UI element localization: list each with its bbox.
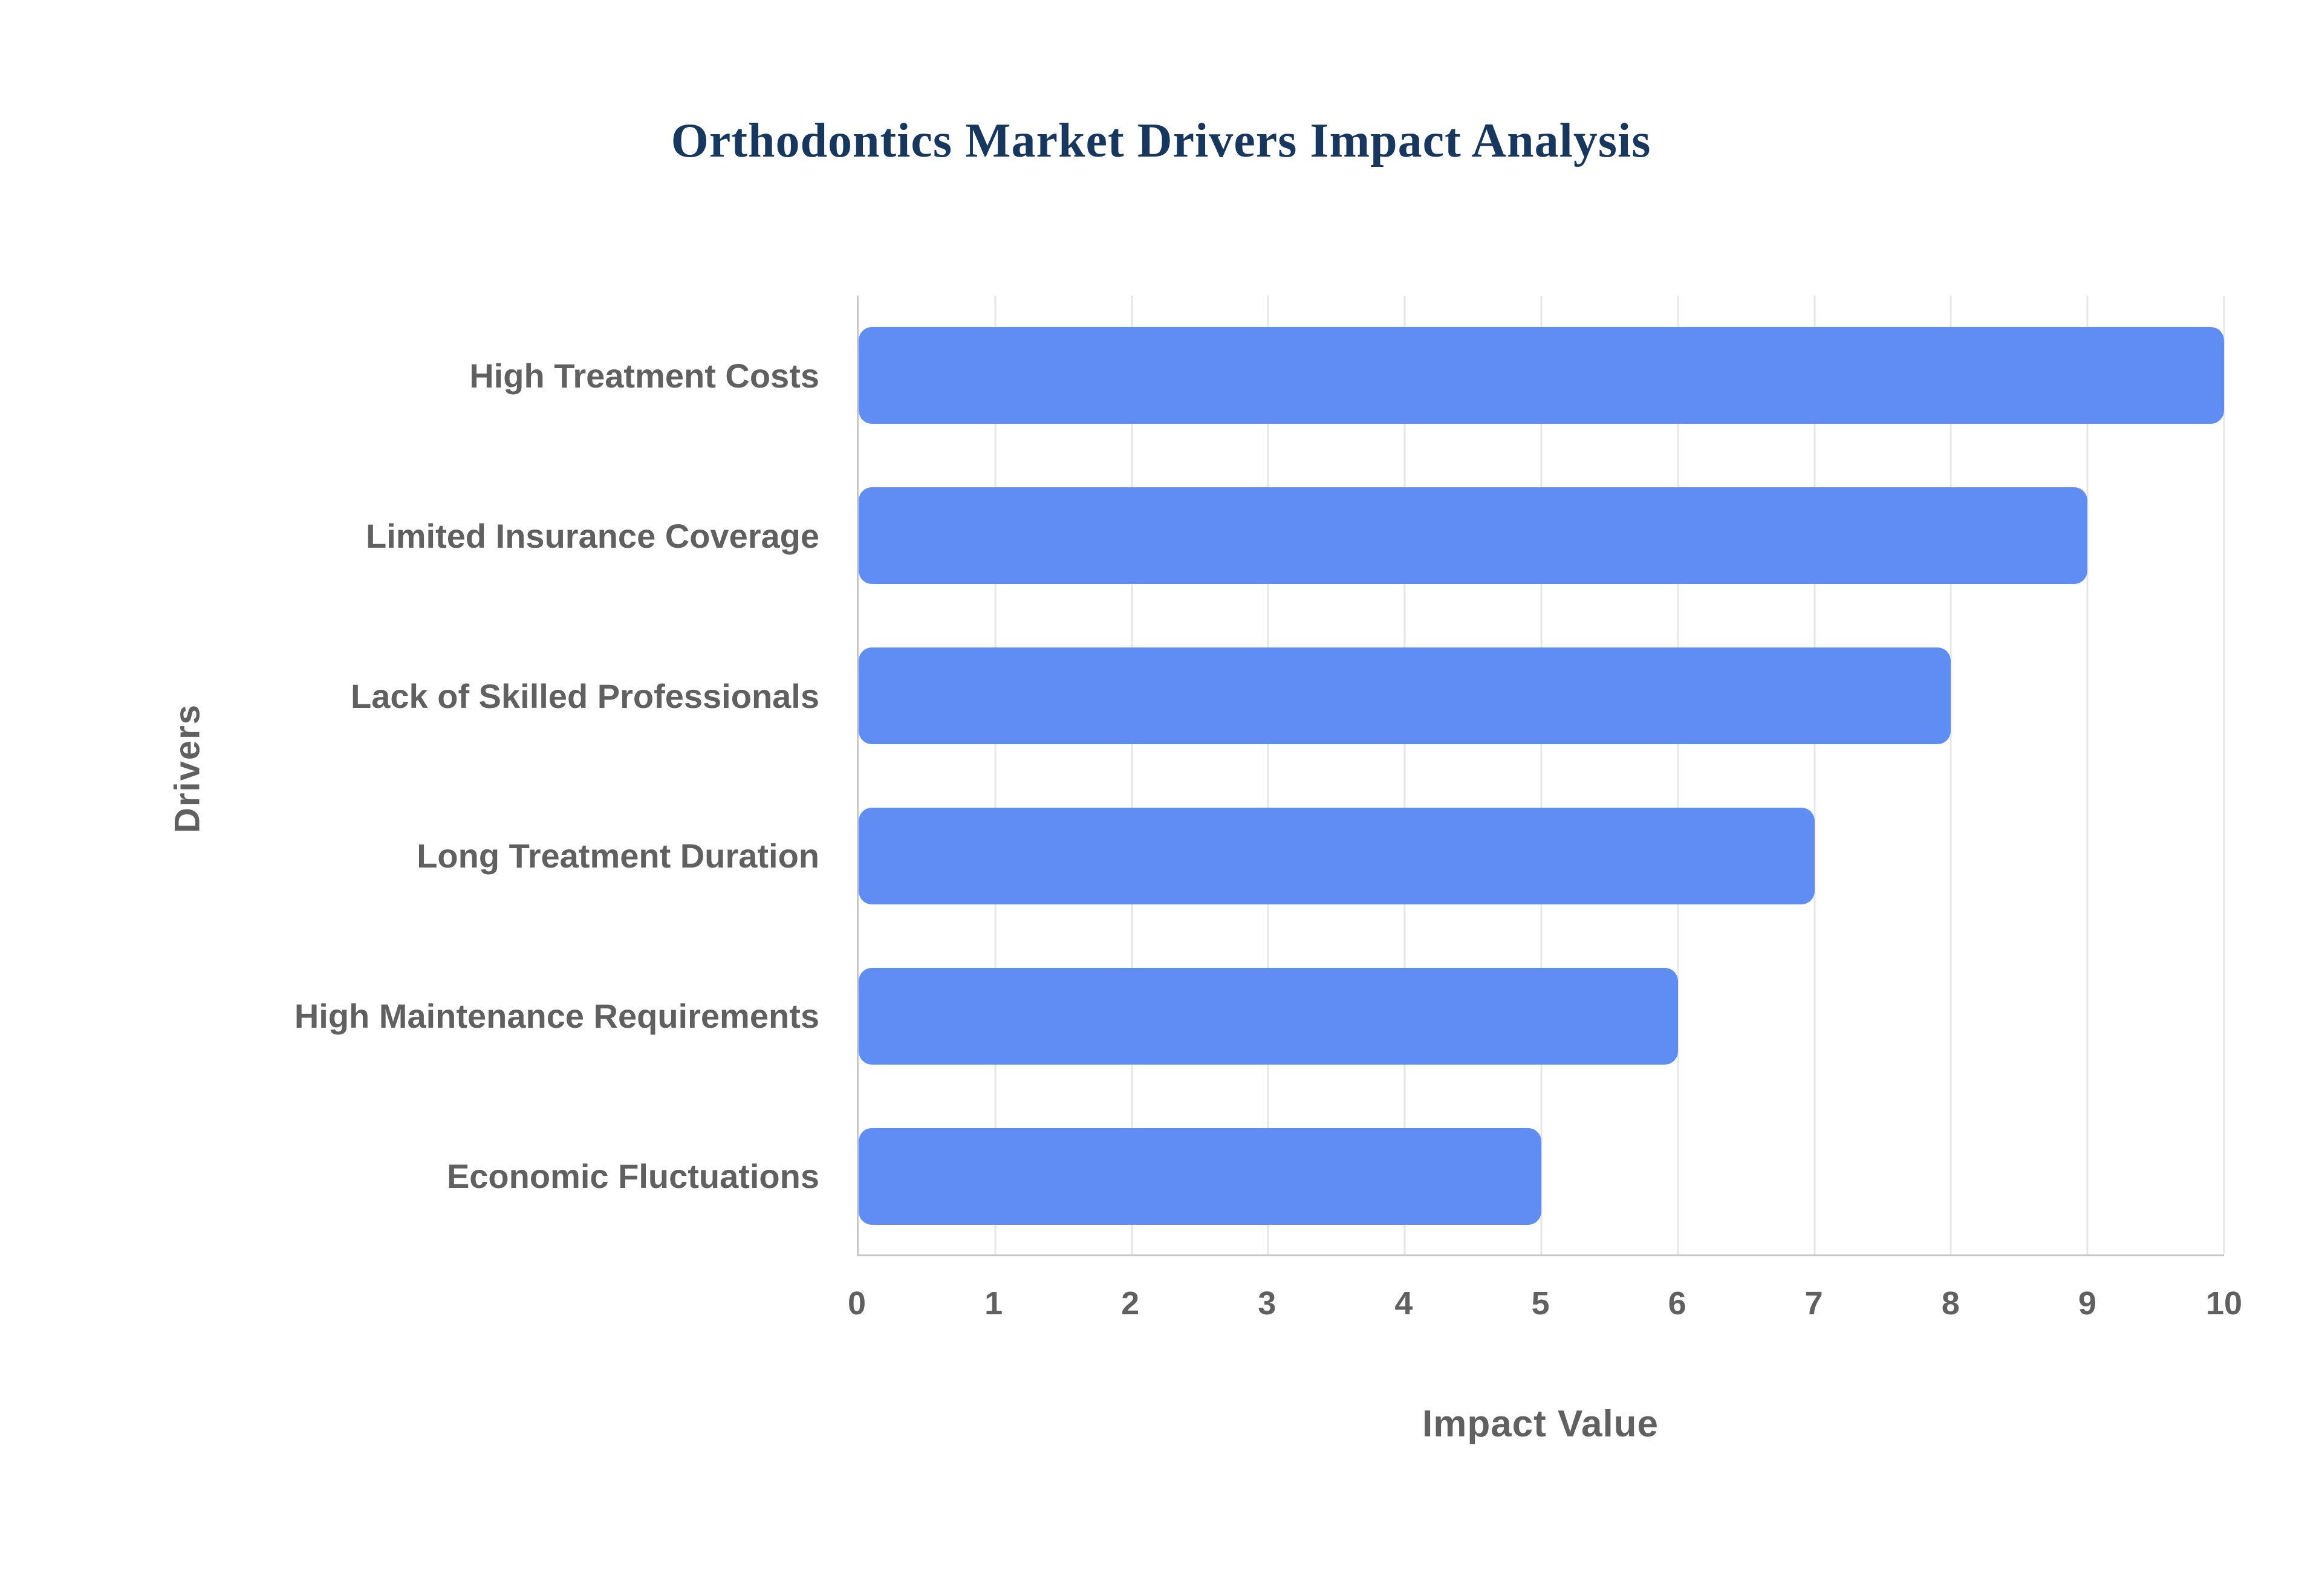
bar — [859, 487, 2088, 584]
gridline — [1131, 296, 1133, 1254]
category-label: High Maintenance Requirements — [294, 997, 819, 1036]
category-label: High Treatment Costs — [469, 356, 819, 395]
gridline — [1540, 296, 1543, 1254]
bar — [859, 647, 1951, 744]
x-tick-label: 7 — [1804, 1285, 1823, 1322]
bar — [859, 968, 1678, 1065]
category-label: Long Treatment Duration — [417, 837, 819, 875]
bar — [859, 808, 1815, 904]
x-tick-label: 3 — [1258, 1285, 1276, 1322]
chart-title: Orthodontics Market Drivers Impact Analy… — [671, 114, 1651, 167]
x-tick-label: 0 — [847, 1285, 867, 1322]
x-tick-label: 2 — [1121, 1285, 1140, 1322]
x-tick-label: 5 — [1531, 1285, 1550, 1322]
bar — [859, 327, 2224, 424]
gridline — [1267, 296, 1269, 1254]
category-labels: High Treatment Costs Limited Insurance Co… — [0, 296, 819, 1256]
x-tick-label: 9 — [2078, 1285, 2096, 1322]
gridline — [994, 296, 997, 1254]
gridline — [1813, 296, 1816, 1254]
gridline — [2223, 296, 2225, 1254]
category-label: Limited Insurance Coverage — [365, 516, 819, 555]
gridline — [1403, 296, 1406, 1254]
x-tick-label: 1 — [984, 1285, 1003, 1322]
x-axis-title: Impact Value — [1422, 1403, 1659, 1445]
bar — [859, 1128, 1541, 1225]
x-axis-ticks: 0 1 2 3 4 5 6 7 8 9 10 — [848, 1285, 2242, 1339]
gridline — [1950, 296, 1952, 1254]
category-label: Economic Fluctuations — [446, 1157, 819, 1196]
gridline — [2086, 296, 2089, 1254]
plot-area — [857, 296, 2225, 1256]
x-tick-label: 4 — [1394, 1285, 1413, 1322]
x-tick-label: 10 — [2205, 1285, 2243, 1322]
x-tick-label: 6 — [1668, 1285, 1686, 1322]
gridline — [1677, 296, 1679, 1254]
category-label: Lack of Skilled Professionals — [351, 676, 819, 715]
x-tick-label: 8 — [1941, 1285, 1960, 1322]
